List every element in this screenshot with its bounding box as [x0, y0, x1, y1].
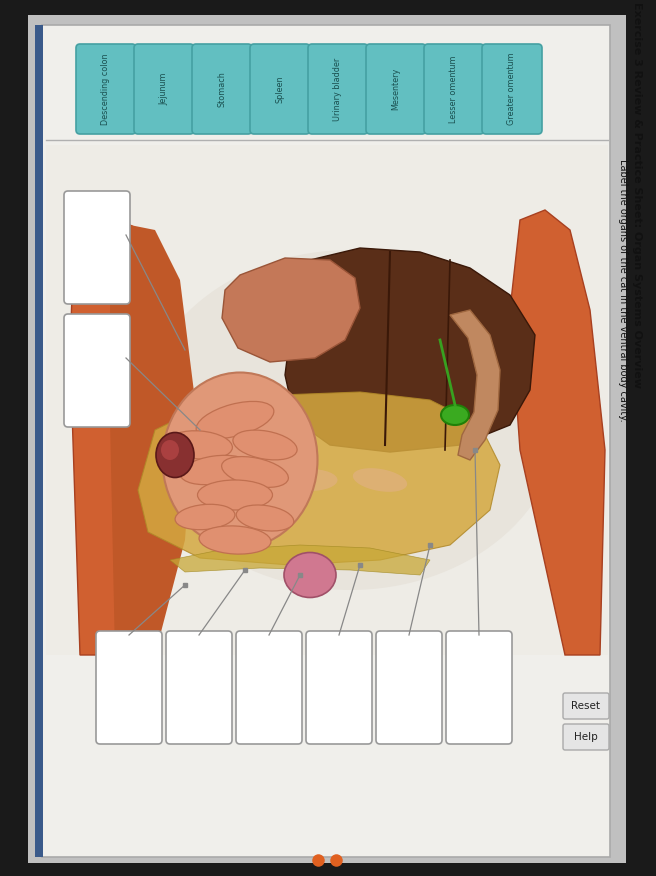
Polygon shape: [450, 310, 500, 460]
Polygon shape: [285, 248, 535, 452]
Text: Lesser omentum: Lesser omentum: [449, 55, 459, 123]
Polygon shape: [138, 392, 500, 565]
Ellipse shape: [197, 480, 272, 510]
FancyBboxPatch shape: [166, 631, 232, 744]
Ellipse shape: [353, 468, 407, 491]
Ellipse shape: [163, 372, 318, 548]
Polygon shape: [510, 210, 605, 655]
FancyBboxPatch shape: [482, 44, 542, 134]
FancyBboxPatch shape: [64, 191, 130, 304]
FancyBboxPatch shape: [76, 44, 136, 134]
Polygon shape: [110, 225, 195, 655]
Text: Label the organs of the cat in the ventral body cavity.: Label the organs of the cat in the ventr…: [618, 159, 628, 421]
Text: Exercise 3 Review & Practice Sheet: Organ Systems Overview: Exercise 3 Review & Practice Sheet: Orga…: [632, 2, 642, 388]
Ellipse shape: [161, 440, 179, 460]
Ellipse shape: [167, 431, 232, 459]
FancyBboxPatch shape: [42, 25, 610, 857]
Text: Stomach: Stomach: [218, 71, 226, 107]
Text: Mesentery: Mesentery: [392, 67, 401, 110]
Ellipse shape: [233, 430, 297, 460]
Ellipse shape: [175, 505, 235, 530]
FancyBboxPatch shape: [563, 724, 609, 750]
Ellipse shape: [441, 405, 469, 425]
FancyBboxPatch shape: [192, 44, 252, 134]
Polygon shape: [170, 545, 430, 575]
Polygon shape: [222, 258, 360, 362]
Ellipse shape: [196, 401, 274, 439]
FancyBboxPatch shape: [250, 44, 310, 134]
Ellipse shape: [213, 468, 267, 491]
Text: Reset: Reset: [571, 701, 600, 711]
Text: Jejunum: Jejunum: [159, 73, 169, 105]
Ellipse shape: [180, 456, 250, 484]
FancyBboxPatch shape: [563, 693, 609, 719]
FancyBboxPatch shape: [64, 314, 130, 427]
Ellipse shape: [236, 505, 294, 531]
FancyBboxPatch shape: [446, 631, 512, 744]
Polygon shape: [70, 210, 175, 655]
FancyBboxPatch shape: [236, 631, 302, 744]
Bar: [35, 25, 43, 857]
FancyBboxPatch shape: [308, 44, 368, 134]
Bar: [46, 145, 608, 655]
FancyBboxPatch shape: [96, 631, 162, 744]
FancyBboxPatch shape: [424, 44, 484, 134]
Text: Descending colon: Descending colon: [102, 53, 110, 124]
FancyBboxPatch shape: [366, 44, 426, 134]
Text: Urinary bladder: Urinary bladder: [333, 57, 342, 121]
Ellipse shape: [222, 456, 289, 487]
Text: Greater omentum: Greater omentum: [508, 53, 516, 125]
Ellipse shape: [199, 526, 271, 555]
Text: Spleen: Spleen: [276, 75, 285, 102]
Ellipse shape: [284, 553, 336, 597]
Text: Help: Help: [574, 732, 598, 742]
FancyBboxPatch shape: [134, 44, 194, 134]
Ellipse shape: [283, 469, 337, 491]
FancyBboxPatch shape: [376, 631, 442, 744]
Ellipse shape: [156, 433, 194, 477]
Ellipse shape: [140, 250, 560, 590]
FancyBboxPatch shape: [306, 631, 372, 744]
